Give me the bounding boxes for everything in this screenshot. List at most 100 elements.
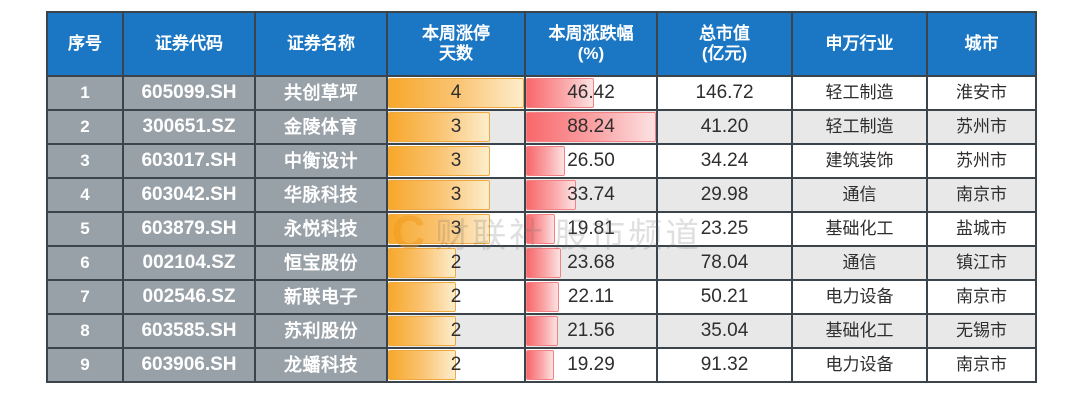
limit-up-days-data-bar <box>388 180 490 210</box>
cell-city: 盐城市 <box>928 213 1035 245</box>
cell-row-index: 8 <box>48 315 122 347</box>
cell-stock-name: 永悦科技 <box>256 213 386 245</box>
cell-limit-up-days: 3 <box>388 179 524 211</box>
cell-market-cap: 78.04 <box>658 247 791 279</box>
cell-industry: 建筑装饰 <box>793 145 926 177</box>
cell-weekly-change-pct: 21.56 <box>526 315 656 347</box>
cell-stock-name: 恒宝股份 <box>256 247 386 279</box>
column-header-label: 序号 <box>68 34 102 54</box>
column-header-label: 城市 <box>964 34 999 54</box>
weekly-change-data-bar <box>526 112 656 142</box>
cell-row-index: 3 <box>48 145 122 177</box>
cell-stock-name: 共创草坪 <box>256 77 386 109</box>
column-header-label: 证券代码 <box>155 34 223 54</box>
cell-market-cap: 29.98 <box>658 179 791 211</box>
cell-stock-name: 中衡设计 <box>256 145 386 177</box>
cell-market-cap: 23.25 <box>658 213 791 245</box>
column-header: 城市 <box>928 13 1035 75</box>
column-header-sub-label: (%) <box>577 44 605 63</box>
cell-row-index: 2 <box>48 111 122 143</box>
cell-row-index: 9 <box>48 349 122 381</box>
stock-table: 序号 证券代码 证券名称 本周涨停 天数 本周涨跌幅 (%) 总市值 (亿元) … <box>46 11 1037 383</box>
cell-weekly-change-pct: 46.42 <box>526 77 656 109</box>
cell-industry: 轻工制造 <box>793 77 926 109</box>
cell-city: 南京市 <box>928 281 1035 313</box>
column-header-label: 总市值 <box>699 24 750 44</box>
limit-up-days-data-bar <box>388 112 490 142</box>
weekly-change-data-bar <box>526 316 558 346</box>
cell-market-cap: 34.24 <box>658 145 791 177</box>
cell-city: 南京市 <box>928 179 1035 211</box>
cell-market-cap: 50.21 <box>658 281 791 313</box>
limit-up-days-data-bar <box>388 214 490 244</box>
cell-industry: 通信 <box>793 179 926 211</box>
column-header-label: 证券名称 <box>287 34 355 54</box>
cell-market-cap: 41.20 <box>658 111 791 143</box>
cell-limit-up-days: 2 <box>388 349 524 381</box>
column-header: 证券代码 <box>124 13 254 75</box>
column-header-label: 申万行业 <box>825 34 894 54</box>
weekly-change-data-bar <box>526 350 555 380</box>
cell-stock-code: 603042.SH <box>124 179 254 211</box>
limit-up-days-data-bar <box>388 316 456 346</box>
cell-row-index: 6 <box>48 247 122 279</box>
cell-stock-code: 002546.SZ <box>124 281 254 313</box>
cell-city: 无锡市 <box>928 315 1035 347</box>
column-header: 序号 <box>48 13 122 75</box>
cell-city: 南京市 <box>928 349 1035 381</box>
cell-weekly-change-pct: 33.74 <box>526 179 656 211</box>
limit-up-days-data-bar <box>388 350 456 380</box>
cell-market-cap: 91.32 <box>658 349 791 381</box>
cell-industry: 电力设备 <box>793 349 926 381</box>
column-header-label: 本周涨跌幅 <box>548 24 634 44</box>
cell-city: 淮安市 <box>928 77 1035 109</box>
cell-row-index: 7 <box>48 281 122 313</box>
weekly-change-data-bar <box>526 180 576 210</box>
cell-weekly-change-pct: 26.50 <box>526 145 656 177</box>
cell-stock-name: 苏利股份 <box>256 315 386 347</box>
cell-limit-up-days: 3 <box>388 111 524 143</box>
cell-city: 苏州市 <box>928 145 1035 177</box>
cell-industry: 轻工制造 <box>793 111 926 143</box>
weekly-change-data-bar <box>526 146 566 176</box>
limit-up-days-data-bar <box>388 248 456 278</box>
cell-weekly-change-pct: 19.29 <box>526 349 656 381</box>
cell-stock-name: 金陵体育 <box>256 111 386 143</box>
cell-stock-code: 300651.SZ <box>124 111 254 143</box>
cell-limit-up-days: 4 <box>388 77 524 109</box>
column-header: 本周涨跌幅 (%) <box>526 13 656 75</box>
cell-weekly-change-pct: 22.11 <box>526 281 656 313</box>
column-header: 总市值 (亿元) <box>658 13 791 75</box>
cell-stock-code: 603585.SH <box>124 315 254 347</box>
weekly-change-data-bar <box>526 282 559 312</box>
cell-weekly-change-pct: 19.81 <box>526 213 656 245</box>
column-header: 申万行业 <box>793 13 926 75</box>
cell-limit-up-days: 2 <box>388 315 524 347</box>
cell-row-index: 5 <box>48 213 122 245</box>
cell-weekly-change-pct: 88.24 <box>526 111 656 143</box>
cell-stock-name: 新联电子 <box>256 281 386 313</box>
cell-stock-code: 603906.SH <box>124 349 254 381</box>
cell-industry: 基础化工 <box>793 315 926 347</box>
column-header-label: 本周涨停 <box>422 24 490 44</box>
cell-limit-up-days: 2 <box>388 247 524 279</box>
cell-stock-code: 002104.SZ <box>124 247 254 279</box>
limit-up-days-data-bar <box>388 282 456 312</box>
cell-limit-up-days: 3 <box>388 213 524 245</box>
column-header: 本周涨停 天数 <box>388 13 524 75</box>
cell-industry: 通信 <box>793 247 926 279</box>
column-header: 证券名称 <box>256 13 386 75</box>
cell-limit-up-days: 3 <box>388 145 524 177</box>
cell-market-cap: 35.04 <box>658 315 791 347</box>
cell-row-index: 1 <box>48 77 122 109</box>
cell-limit-up-days: 2 <box>388 281 524 313</box>
weekly-change-data-bar <box>526 78 595 108</box>
cell-market-cap: 146.72 <box>658 77 791 109</box>
cell-city: 苏州市 <box>928 111 1035 143</box>
cell-row-index: 4 <box>48 179 122 211</box>
column-header-sub-label: 天数 <box>439 44 473 63</box>
cell-stock-code: 605099.SH <box>124 77 254 109</box>
cell-stock-code: 603879.SH <box>124 213 254 245</box>
limit-up-days-data-bar <box>388 146 490 176</box>
